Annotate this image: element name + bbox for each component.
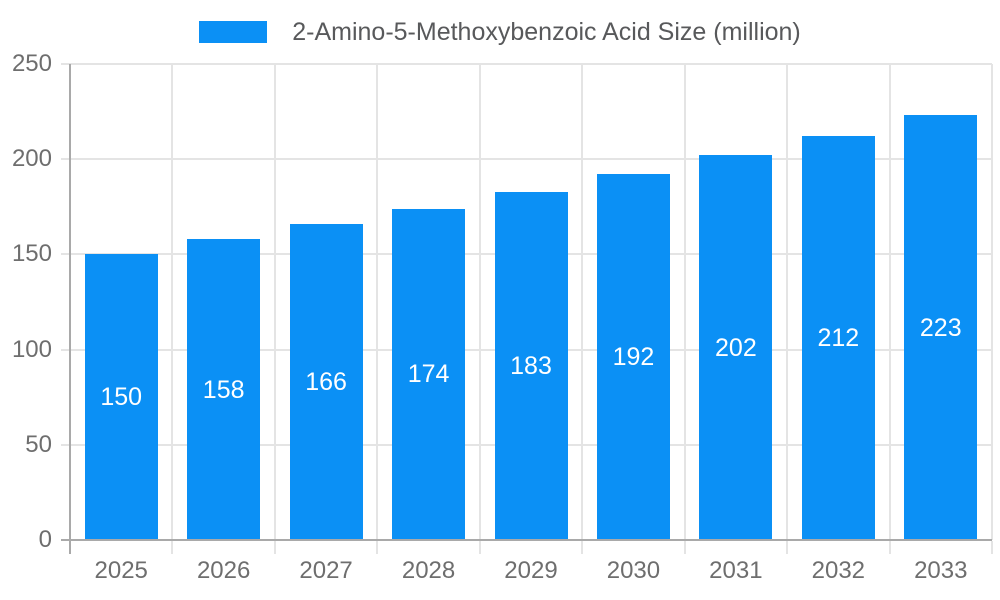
bar-2025[interactable] [84,254,158,540]
gridline-y-250 [61,63,992,65]
y-tick-label-250: 250 [11,50,52,77]
y-tick-label-200: 200 [11,145,52,173]
gridline-x-4 [478,64,481,540]
bar-value-label-2025: 150 [100,383,143,412]
x-tick-label-2030: 2030 [606,557,661,584]
x-axis-tick-4 [478,541,481,554]
legend-swatch [199,21,268,43]
y-tick-label-0: 0 [38,526,52,553]
bar-value-label-2029: 183 [510,351,552,380]
x-axis-tick-1 [171,541,174,554]
bar-2026[interactable] [187,239,261,540]
legend-item[interactable]: 2-Amino-5-Methoxybenzoic Acid Size (mill… [0,17,1000,47]
bar-value-label-2033: 223 [919,313,962,342]
x-tick-label-2027: 2027 [299,557,353,584]
gridline-x-9 [991,64,993,540]
gridline-x-8 [888,64,891,540]
x-axis-line [61,539,992,541]
x-axis-tick-5 [581,541,584,554]
gridline-x-1 [171,64,174,540]
x-axis-tick-7 [786,541,789,554]
x-axis-tick-2 [273,541,276,554]
gridline-x-5 [581,64,584,540]
bar-value-label-2028: 174 [407,360,450,389]
bar-2033[interactable] [904,115,978,540]
x-axis-tick-9 [991,541,993,554]
bar-2028[interactable] [392,208,466,540]
bar-2030[interactable] [596,174,670,540]
x-tick-label-2032: 2032 [811,557,866,584]
x-tick-label-2026: 2026 [196,557,251,584]
x-tick-label-2025: 2025 [94,557,148,584]
bar-value-label-2026: 158 [202,375,245,404]
gridline-x-2 [273,64,276,540]
x-tick-label-2031: 2031 [709,557,763,584]
bar-value-label-2030: 192 [612,343,655,372]
x-tick-label-2033: 2033 [914,557,968,584]
bar-2032[interactable] [801,136,875,540]
gridline-x-3 [376,64,379,540]
y-tick-label-100: 100 [11,335,52,363]
gridline-y-200 [61,158,992,161]
bar-2027[interactable] [289,223,363,540]
y-tick-label-150: 150 [11,240,52,268]
x-tick-label-2028: 2028 [401,557,456,584]
bar-value-label-2027: 166 [305,367,347,396]
x-axis-tick-3 [376,541,379,554]
bar-2029[interactable] [494,191,568,540]
legend-label: 2-Amino-5-Methoxybenzoic Acid Size (mill… [292,17,801,46]
x-axis-tick-6 [683,541,686,554]
y-tick-label-50: 50 [25,430,52,458]
bar-value-label-2032: 212 [817,324,860,353]
x-tick-label-2029: 2029 [504,557,558,584]
gridline-x-7 [786,64,789,540]
x-axis-tick-8 [888,541,891,554]
bar-value-label-2031: 202 [715,333,757,362]
bar-2031[interactable] [699,155,773,540]
gridline-x-6 [683,64,686,540]
y-axis-line [69,64,71,554]
